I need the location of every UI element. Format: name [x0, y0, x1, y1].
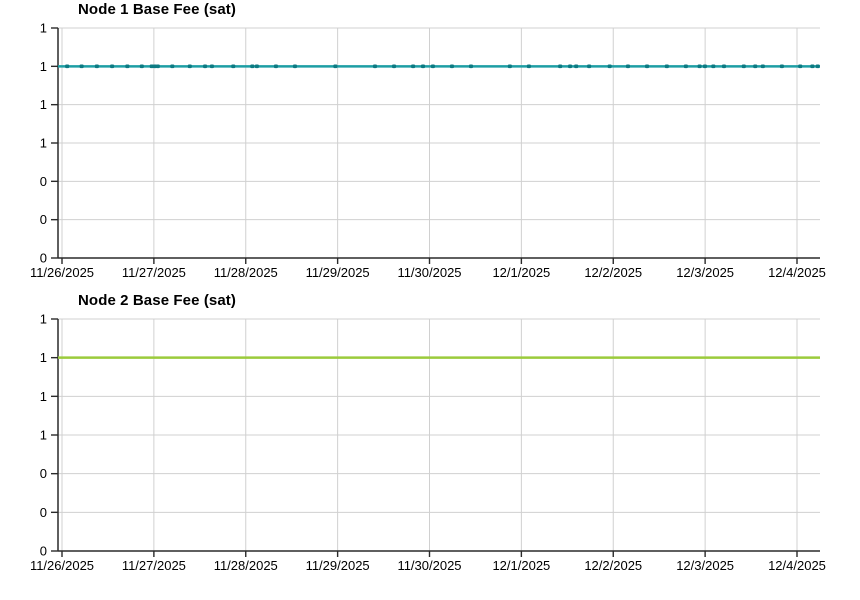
series-marker-dot: [420, 64, 425, 69]
y-tick-label: 0: [40, 212, 47, 227]
series-marker-dot: [430, 64, 435, 69]
x-tick-label: 11/30/2025: [397, 265, 461, 280]
x-tick-label: 11/29/2025: [306, 558, 370, 573]
series-marker-dot: [372, 64, 377, 69]
y-tick-label: 0: [40, 505, 47, 520]
y-tick-label: 0: [40, 251, 47, 266]
series-marker-dot: [152, 64, 157, 69]
series-marker-dot: [254, 64, 259, 69]
x-tick-label: 11/27/2025: [122, 558, 186, 573]
series-marker-dot: [203, 64, 208, 69]
series-marker-dot: [79, 64, 84, 69]
series-marker-dot: [333, 64, 338, 69]
x-tick-label: 11/29/2025: [306, 265, 370, 280]
series-marker-dot: [449, 64, 454, 69]
series-marker-dot: [139, 64, 144, 69]
series-marker-dot: [587, 64, 592, 69]
series-marker-dot: [273, 64, 278, 69]
series-marker-dot: [65, 64, 70, 69]
y-tick-label: 1: [40, 312, 47, 327]
series-marker-dot: [94, 64, 99, 69]
series-marker-dot: [125, 64, 130, 69]
series-marker-dot: [760, 64, 765, 69]
series-marker-dot: [558, 64, 563, 69]
x-tick-label: 11/28/2025: [214, 558, 278, 573]
series-marker-dot: [645, 64, 650, 69]
series-marker-dot: [392, 64, 397, 69]
y-tick-label: 0: [40, 174, 47, 189]
series-marker-dot: [526, 64, 531, 69]
x-tick-label: 12/2/2025: [584, 265, 642, 280]
x-tick-label: 11/26/2025: [30, 558, 94, 573]
x-tick-label: 11/26/2025: [30, 265, 94, 280]
x-tick-label: 12/3/2025: [676, 265, 734, 280]
series-marker-dot: [607, 64, 612, 69]
series-marker-dot: [815, 64, 820, 69]
chart-title-node-2: Node 2 Base Fee (sat): [78, 292, 236, 309]
series-marker-dot: [231, 64, 236, 69]
y-tick-label: 1: [40, 97, 47, 112]
series-marker-dot: [110, 64, 115, 69]
y-tick-label: 1: [40, 21, 47, 36]
y-tick-label: 1: [40, 59, 47, 74]
x-tick-label: 12/4/2025: [768, 265, 826, 280]
x-tick-label: 12/2/2025: [584, 558, 642, 573]
series-marker-dot: [187, 64, 192, 69]
series-marker-dot: [209, 64, 214, 69]
series-marker-dot: [683, 64, 688, 69]
series-marker-dot: [469, 64, 474, 69]
x-tick-label: 12/1/2025: [492, 558, 550, 573]
node-1-base-fee-chart: Node 1 Base Fee (sat) 1 1 1 1 0 0 0 11/26/2025 1…: [0, 0, 860, 285]
node-2-base-fee-chart: Node 2 Base Fee (sat) 1 1 1 1 0 0 0 11/26/2025 1…: [0, 291, 860, 600]
series-marker-dot: [779, 64, 784, 69]
series-marker-dot: [250, 64, 255, 69]
series-marker-dot: [507, 64, 512, 69]
series-marker-dot: [798, 64, 803, 69]
series-marker-dot: [753, 64, 758, 69]
series-marker-dot: [721, 64, 726, 69]
series-marker-dot: [697, 64, 702, 69]
series-marker-dot: [711, 64, 716, 69]
series-marker-dot: [625, 64, 630, 69]
series-marker-dot: [170, 64, 175, 69]
x-tick-label: 11/27/2025: [122, 265, 186, 280]
y-tick-label: 0: [40, 544, 47, 559]
x-tick-label: 11/30/2025: [397, 558, 461, 573]
y-tick-label: 1: [40, 389, 47, 404]
y-tick-label: 0: [40, 466, 47, 481]
y-tick-label: 1: [40, 350, 47, 365]
series-marker-dot: [664, 64, 669, 69]
series-marker-dot: [292, 64, 297, 69]
y-tick-label: 1: [40, 428, 47, 443]
series-marker-dot: [568, 64, 573, 69]
series-marker-dot: [741, 64, 746, 69]
series-marker-dot: [702, 64, 707, 69]
y-tick-label: 1: [40, 136, 47, 151]
series-marker-dot: [574, 64, 579, 69]
series-marker-dot: [810, 64, 815, 69]
x-tick-label: 11/28/2025: [214, 265, 278, 280]
chart-title-node-1: Node 1 Base Fee (sat): [78, 1, 236, 18]
series-marker-dot: [149, 64, 154, 69]
x-tick-label: 12/3/2025: [676, 558, 734, 573]
x-tick-label: 12/1/2025: [492, 265, 550, 280]
x-tick-label: 12/4/2025: [768, 558, 826, 573]
series-marker-dot: [411, 64, 416, 69]
series-marker-dot: [155, 64, 160, 69]
